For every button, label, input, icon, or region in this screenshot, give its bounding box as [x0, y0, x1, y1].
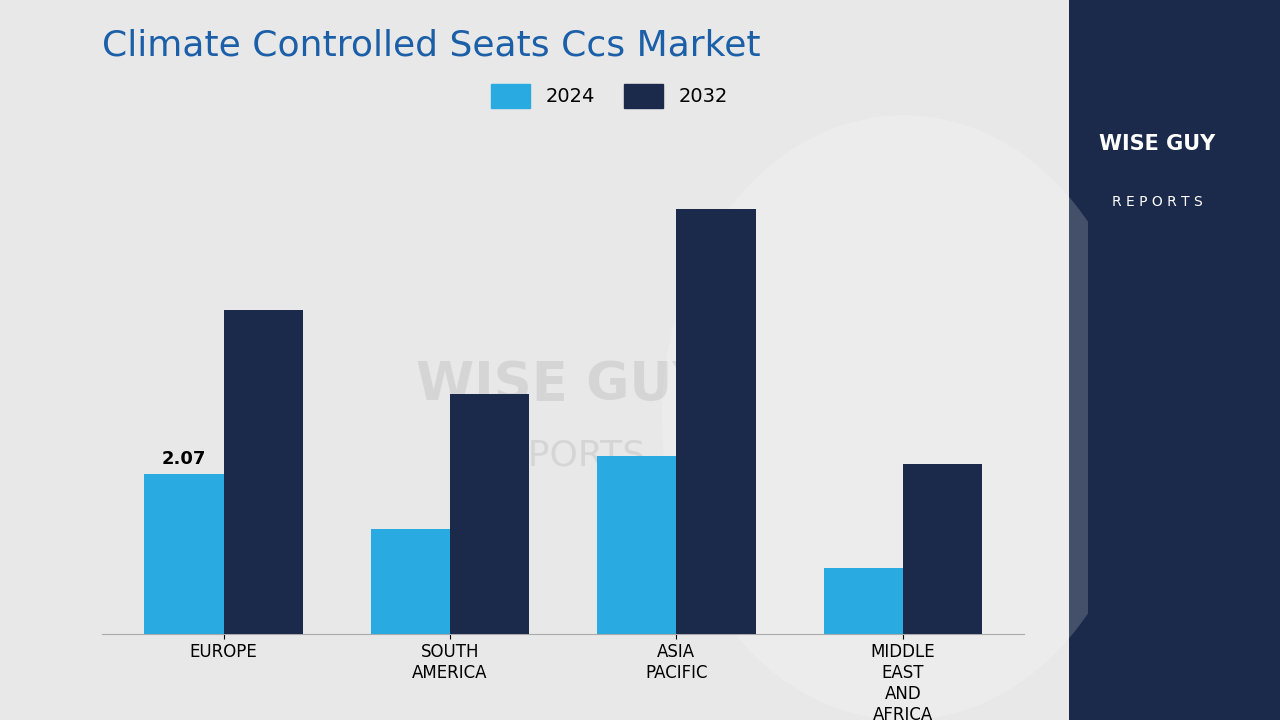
- Bar: [371, 529, 451, 634]
- Circle shape: [662, 115, 1146, 720]
- Text: WISE GUY: WISE GUY: [416, 359, 710, 411]
- Bar: [902, 464, 982, 634]
- Text: 2.07: 2.07: [161, 450, 206, 468]
- Bar: [451, 395, 529, 634]
- Text: WISE GUY: WISE GUY: [1100, 134, 1216, 154]
- Bar: [224, 310, 303, 634]
- Text: Climate Controlled Seats Ccs Market: Climate Controlled Seats Ccs Market: [102, 29, 762, 63]
- Text: REPORTS: REPORTS: [480, 438, 646, 472]
- Bar: [823, 568, 902, 634]
- Bar: [676, 210, 755, 634]
- Text: R E P O R T S: R E P O R T S: [1112, 194, 1203, 209]
- Bar: [598, 456, 676, 634]
- Legend: 2024, 2032: 2024, 2032: [483, 76, 736, 116]
- Bar: [145, 474, 224, 634]
